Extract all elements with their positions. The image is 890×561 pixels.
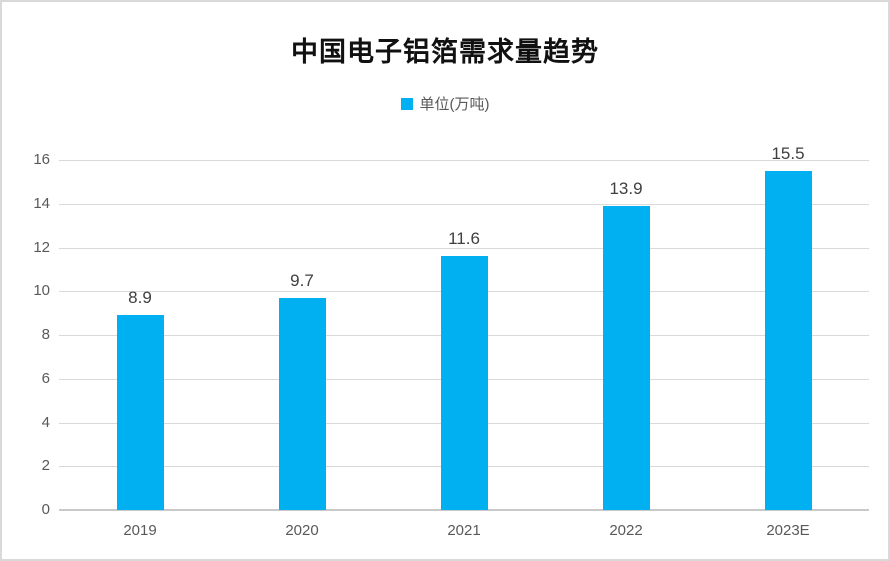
gridline xyxy=(59,247,869,249)
x-tick-label: 2020 xyxy=(285,522,319,539)
bar xyxy=(764,170,812,510)
x-tick-label: 2023E xyxy=(766,522,810,539)
bar-value-label: 11.6 xyxy=(448,229,480,249)
y-tick-label: 0 xyxy=(41,501,50,518)
y-tick-label: 10 xyxy=(33,282,50,300)
y-tick-label: 12 xyxy=(33,238,50,256)
legend: 单位(万吨) xyxy=(2,93,888,114)
bar xyxy=(278,297,326,510)
plot-area: 8.9 9.7 11.6 13.9 15.5 xyxy=(59,144,869,511)
bar-value-label: 8.9 xyxy=(128,288,152,308)
x-tick-label: 2022 xyxy=(609,522,643,539)
y-tick-label: 14 xyxy=(33,194,50,212)
y-tick-label: 8 xyxy=(41,326,50,343)
bar xyxy=(440,256,488,510)
bar-value-label: 15.5 xyxy=(771,143,805,163)
gridline xyxy=(59,160,869,161)
bar xyxy=(116,315,164,510)
x-tick-label: 2021 xyxy=(447,522,481,539)
bar xyxy=(602,205,650,510)
legend-label: 单位(万吨) xyxy=(419,96,490,113)
y-tick-label: 16 xyxy=(33,151,50,168)
x-tick-label: 2019 xyxy=(123,522,157,539)
gridline xyxy=(59,203,869,205)
legend-swatch-icon xyxy=(400,97,413,110)
y-tick-label: 6 xyxy=(41,369,50,387)
y-tick-label: 2 xyxy=(41,457,50,475)
x-axis-line xyxy=(59,509,869,511)
chart-title: 中国电子铝箔需求量趋势 xyxy=(291,37,599,67)
bar-value-label: 13.9 xyxy=(609,178,643,198)
y-tick-label: 4 xyxy=(41,413,50,431)
bar-value-label: 9.7 xyxy=(290,270,314,290)
